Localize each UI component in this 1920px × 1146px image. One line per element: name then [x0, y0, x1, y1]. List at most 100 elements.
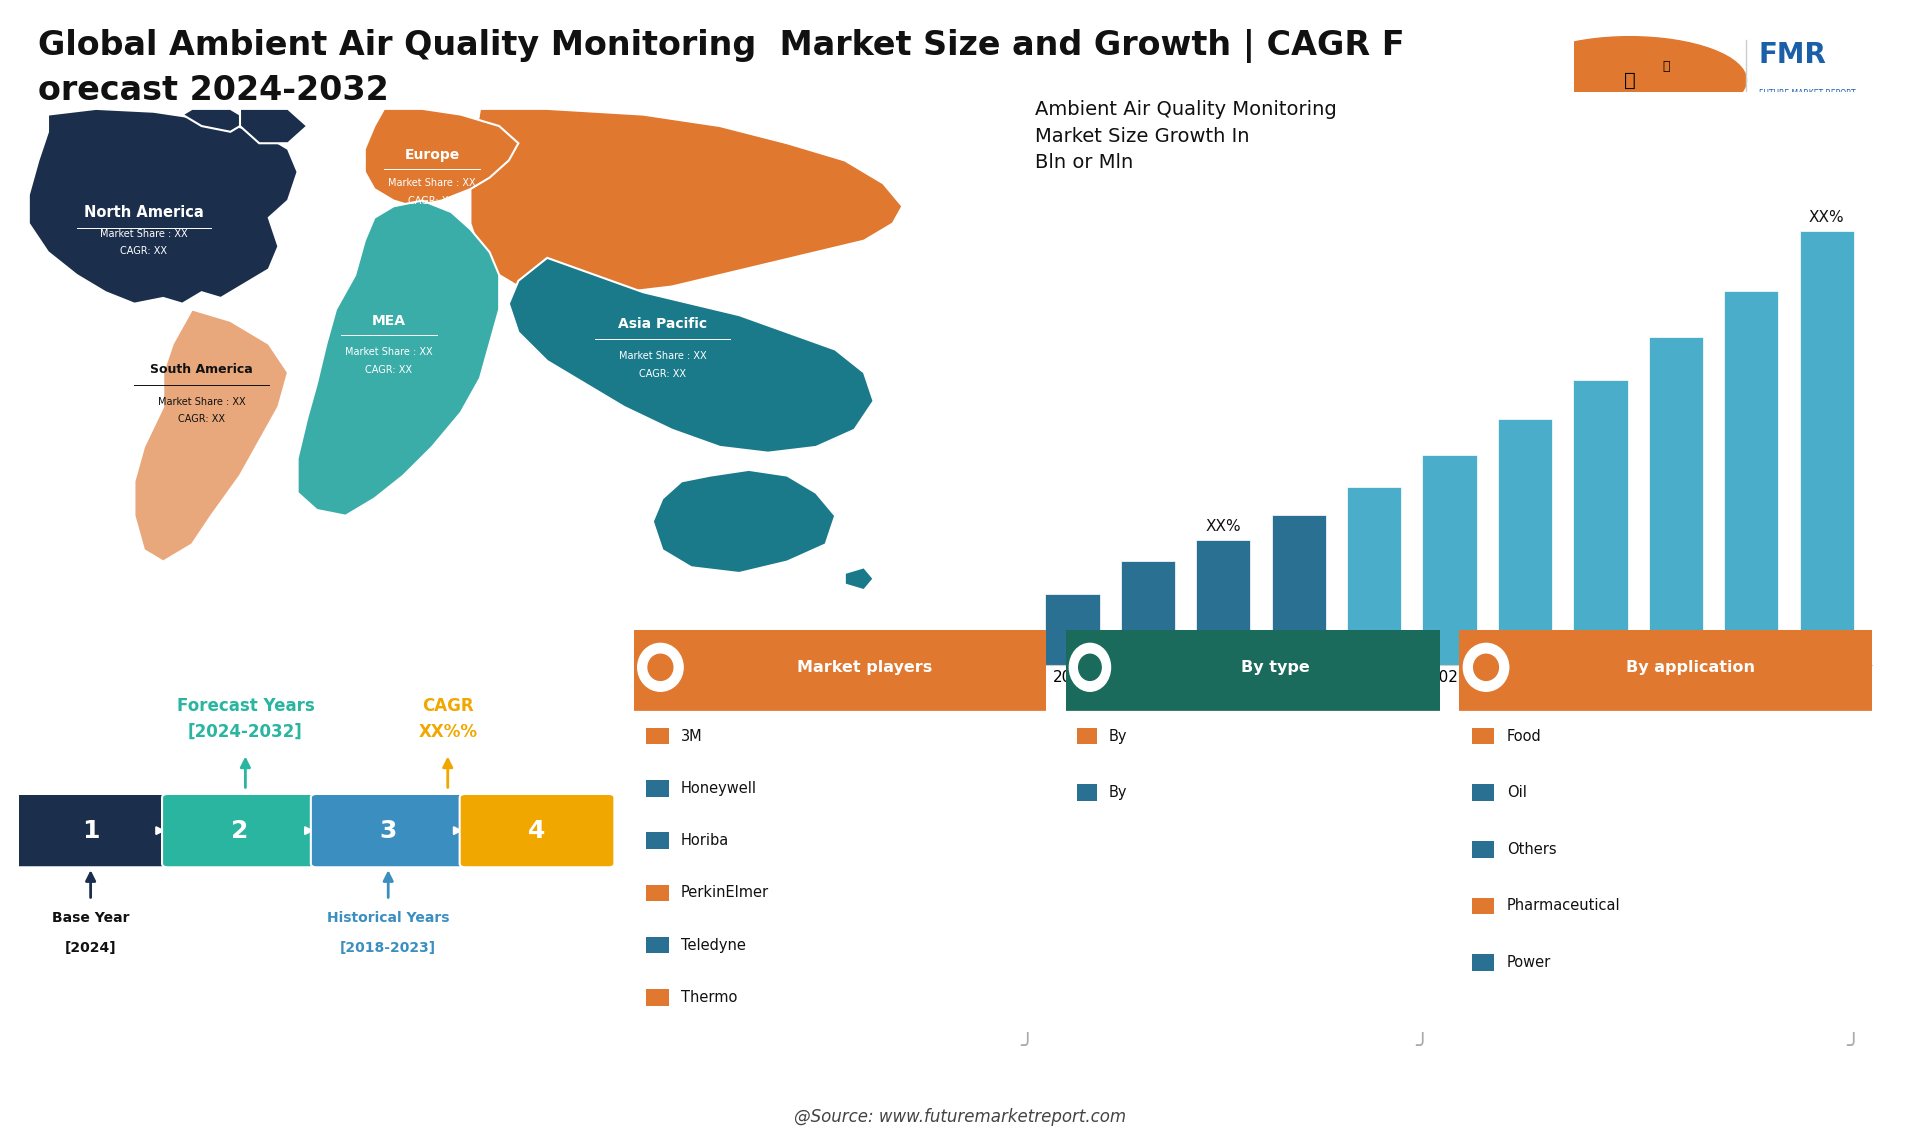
Text: By: By [1108, 785, 1127, 800]
Polygon shape [298, 201, 499, 516]
Text: 📢: 📢 [1663, 60, 1670, 73]
Text: Historical Years: Historical Years [326, 911, 449, 925]
Polygon shape [470, 109, 902, 298]
Bar [1271, 516, 1327, 665]
Bar [1423, 455, 1476, 665]
Text: South America: South America [150, 363, 253, 376]
Text: [2024-2032]: [2024-2032] [188, 723, 303, 740]
FancyBboxPatch shape [13, 794, 167, 868]
Text: Thermo: Thermo [682, 990, 737, 1005]
Polygon shape [182, 109, 250, 132]
Text: MEA: MEA [372, 314, 405, 328]
Bar [1196, 540, 1250, 665]
Text: Power: Power [1507, 955, 1551, 970]
Bar [645, 989, 668, 1006]
Bar [1471, 897, 1494, 915]
Bar [1044, 594, 1100, 665]
Text: ╯: ╯ [1021, 1037, 1035, 1057]
Text: CAGR: XX: CAGR: XX [409, 196, 455, 205]
Text: CAGR: XX: CAGR: XX [639, 369, 685, 378]
Bar [645, 780, 668, 796]
FancyBboxPatch shape [161, 794, 317, 868]
FancyBboxPatch shape [1052, 623, 1453, 711]
Text: CAGR: CAGR [422, 697, 474, 715]
FancyBboxPatch shape [459, 794, 614, 868]
Bar [1471, 785, 1494, 801]
Text: Market Share : XX: Market Share : XX [618, 352, 707, 361]
Bar [1348, 487, 1402, 665]
Text: By: By [1108, 729, 1127, 744]
Polygon shape [845, 567, 874, 590]
Circle shape [1079, 654, 1102, 681]
Bar [1498, 419, 1551, 665]
Text: 2: 2 [230, 818, 248, 842]
Text: [2024]: [2024] [65, 941, 117, 955]
Text: Market players: Market players [797, 660, 933, 675]
Text: 1: 1 [83, 818, 100, 842]
Circle shape [1069, 643, 1110, 691]
Polygon shape [29, 109, 298, 304]
Polygon shape [365, 109, 518, 206]
Text: Asia Pacific: Asia Pacific [618, 316, 707, 331]
Text: FMR: FMR [1759, 41, 1826, 69]
Text: Pharmaceutical: Pharmaceutical [1507, 898, 1620, 913]
Text: By type: By type [1240, 660, 1309, 675]
Bar [1649, 337, 1703, 665]
Bar [1471, 728, 1494, 745]
FancyBboxPatch shape [1444, 623, 1887, 711]
Text: XX%%: XX%% [419, 723, 478, 740]
Polygon shape [509, 258, 874, 453]
Text: 4: 4 [528, 818, 545, 842]
FancyBboxPatch shape [311, 794, 465, 868]
Text: Europe: Europe [405, 148, 459, 162]
Text: ╯: ╯ [1847, 1037, 1860, 1057]
Text: Market Share : XX: Market Share : XX [100, 229, 188, 238]
Bar [1471, 841, 1494, 857]
Polygon shape [240, 109, 307, 143]
Text: [2018-2023]: [2018-2023] [340, 941, 436, 955]
Text: PerkinElmer: PerkinElmer [682, 886, 770, 901]
Text: 3M: 3M [682, 729, 703, 744]
FancyBboxPatch shape [618, 623, 1062, 711]
Text: Base Year: Base Year [52, 911, 129, 925]
Bar [645, 728, 668, 745]
Bar [1077, 785, 1098, 801]
Text: CAGR: XX: CAGR: XX [179, 415, 225, 424]
Text: Food: Food [1507, 729, 1542, 744]
Text: ╯: ╯ [1415, 1037, 1428, 1057]
Text: Horiba: Horiba [682, 833, 730, 848]
Text: Market Share : XX: Market Share : XX [157, 398, 246, 407]
Bar [1077, 728, 1098, 745]
Text: FUTURE MARKET REPORT: FUTURE MARKET REPORT [1759, 89, 1855, 99]
Text: orecast 2024-2032: orecast 2024-2032 [38, 74, 390, 108]
Text: Teledyne: Teledyne [682, 937, 747, 952]
Text: XX%: XX% [1206, 519, 1240, 534]
Circle shape [637, 643, 684, 691]
Bar [1121, 562, 1175, 665]
Text: Global Ambient Air Quality Monitoring  Market Size and Growth | CAGR F: Global Ambient Air Quality Monitoring Ma… [38, 29, 1405, 63]
Text: North America: North America [84, 204, 204, 220]
Text: Honeywell: Honeywell [682, 780, 756, 795]
Bar [1572, 380, 1628, 665]
Polygon shape [134, 309, 288, 562]
Circle shape [1463, 643, 1509, 691]
Text: CAGR: XX: CAGR: XX [121, 246, 167, 256]
Text: XX%: XX% [1809, 210, 1845, 225]
Text: Oil: Oil [1507, 785, 1526, 800]
Bar [1799, 230, 1855, 665]
Bar [1471, 955, 1494, 971]
Text: Market Share : XX: Market Share : XX [388, 179, 476, 188]
Bar [645, 885, 668, 901]
Circle shape [1513, 37, 1747, 124]
Text: 3: 3 [380, 818, 397, 842]
Text: Ambient Air Quality Monitoring
Market Size Growth In
Bln or Mln: Ambient Air Quality Monitoring Market Si… [1035, 101, 1336, 172]
Text: By application: By application [1626, 660, 1755, 675]
Bar [645, 832, 668, 849]
Text: @Source: www.futuremarketreport.com: @Source: www.futuremarketreport.com [795, 1108, 1125, 1127]
Text: Others: Others [1507, 842, 1557, 857]
Text: Market Share : XX: Market Share : XX [346, 347, 432, 358]
Bar [645, 937, 668, 953]
Circle shape [649, 654, 672, 681]
Bar [1724, 291, 1778, 665]
Text: CAGR: XX: CAGR: XX [365, 364, 413, 375]
